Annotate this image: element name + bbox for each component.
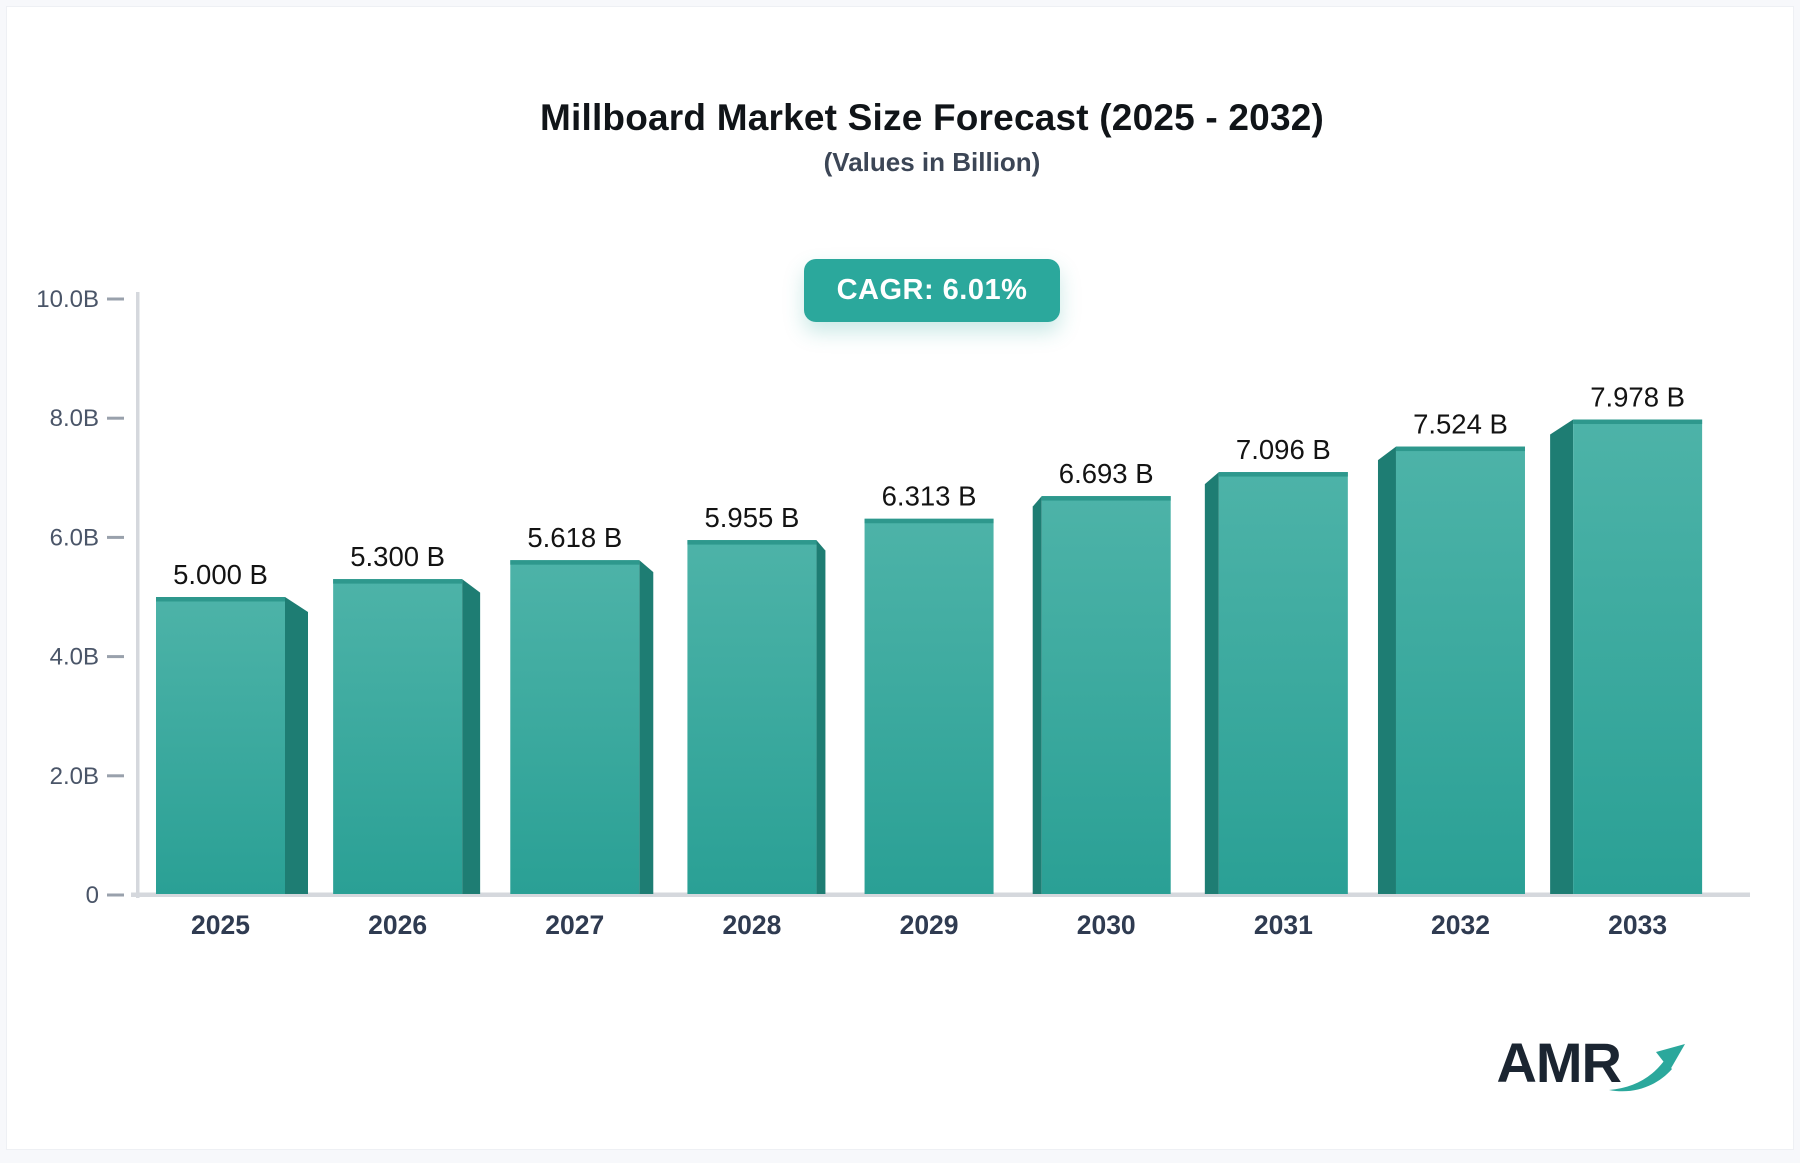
bar-side-face-2030 (1032, 496, 1042, 894)
bar-2029 (864, 518, 994, 894)
bar-value-label-2028: 5.955 B (705, 502, 800, 533)
bar-value-label-2030: 6.693 B (1059, 458, 1154, 489)
y-tick-label: 0 (86, 882, 99, 909)
chart-header: Millboard Market Size Forecast (2025 - 2… (57, 7, 1800, 178)
bar-2028 (687, 540, 817, 894)
y-tick-label: 10.0B (36, 286, 99, 313)
amr-logo: AMR (1496, 1031, 1689, 1099)
bar-top-band-2028 (687, 540, 817, 545)
x-axis-line (131, 892, 1750, 897)
bar-value-label-2033: 7.978 B (1590, 382, 1685, 413)
x-category-label-2025: 2025 (191, 910, 250, 940)
y-tick-label: 4.0B (50, 644, 99, 671)
y-tick-dash (107, 535, 124, 539)
bar-side-face-2025 (285, 597, 308, 894)
y-tick-dash (107, 893, 124, 897)
bar-2031 (1218, 472, 1348, 894)
bar-value-label-2026: 5.300 B (350, 541, 445, 572)
y-tick-dash (107, 297, 124, 301)
bar-value-label-2032: 7.524 B (1413, 409, 1508, 440)
y-tick-dash (107, 655, 124, 659)
bar-value-label-2027: 5.618 B (527, 522, 622, 553)
bar-2032 (1395, 446, 1525, 894)
bar-value-label-2029: 6.313 B (882, 481, 977, 512)
chart-card: Millboard Market Size Forecast (2025 - 2… (6, 6, 1794, 1150)
bar-2033 (1573, 419, 1703, 894)
bar-top-band-2025 (156, 597, 285, 602)
bar-top-band-2030 (1041, 496, 1171, 501)
bar-top-band-2031 (1218, 472, 1348, 477)
bar-2027 (510, 560, 640, 894)
bar-2026 (333, 579, 463, 894)
bar-side-face-2032 (1377, 446, 1396, 894)
bar-side-face-2026 (462, 579, 481, 894)
bar-chart: 0 2.0B 4.0B 6.0B 8.0B 10.0B 5.000 B 2025 5.300 B… (36, 286, 1750, 940)
y-tick-label: 6.0B (50, 524, 99, 551)
bar-2030 (1041, 496, 1171, 894)
cagr-badge-row: CAGR: 6.01% (57, 259, 1800, 322)
bar-top-band-2027 (510, 560, 640, 565)
x-category-label-2027: 2027 (545, 910, 604, 940)
amr-logo-text: AMR (1496, 1031, 1622, 1094)
bar-top-band-2029 (864, 518, 994, 524)
chart-title: Millboard Market Size Forecast (2025 - 2… (539, 97, 1325, 138)
bar-2025 (156, 597, 285, 894)
y-axis-line (136, 292, 140, 898)
x-category-label-2026: 2026 (368, 910, 427, 940)
bar-side-face-2027 (639, 560, 654, 894)
bar-side-face-2031 (1204, 472, 1219, 894)
x-category-label-2033: 2033 (1608, 910, 1667, 940)
bar-top-band-2033 (1573, 419, 1703, 425)
bar-side-face-2033 (1550, 419, 1574, 894)
growth-arrow-icon (1609, 1044, 1685, 1092)
x-category-label-2032: 2032 (1431, 910, 1490, 940)
x-category-label-2031: 2031 (1254, 910, 1313, 940)
bar-side-face-2028 (816, 540, 826, 894)
y-tick-dash (107, 416, 124, 420)
bar-top-band-2032 (1395, 446, 1525, 452)
cagr-badge: CAGR: 6.01% (803, 259, 1061, 322)
bar-top-band-2026 (333, 579, 463, 584)
x-category-label-2028: 2028 (722, 910, 781, 940)
y-tick-label: 2.0B (50, 763, 99, 790)
bar-value-label-2031: 7.096 B (1236, 434, 1331, 465)
chart-subtitle: (Values in Billion) (823, 147, 1041, 177)
x-category-label-2030: 2030 (1077, 910, 1136, 940)
y-tick-label: 8.0B (50, 405, 99, 432)
bar-value-label-2025: 5.000 B (173, 559, 268, 590)
x-category-label-2029: 2029 (900, 910, 959, 940)
y-tick-dash (107, 774, 124, 778)
